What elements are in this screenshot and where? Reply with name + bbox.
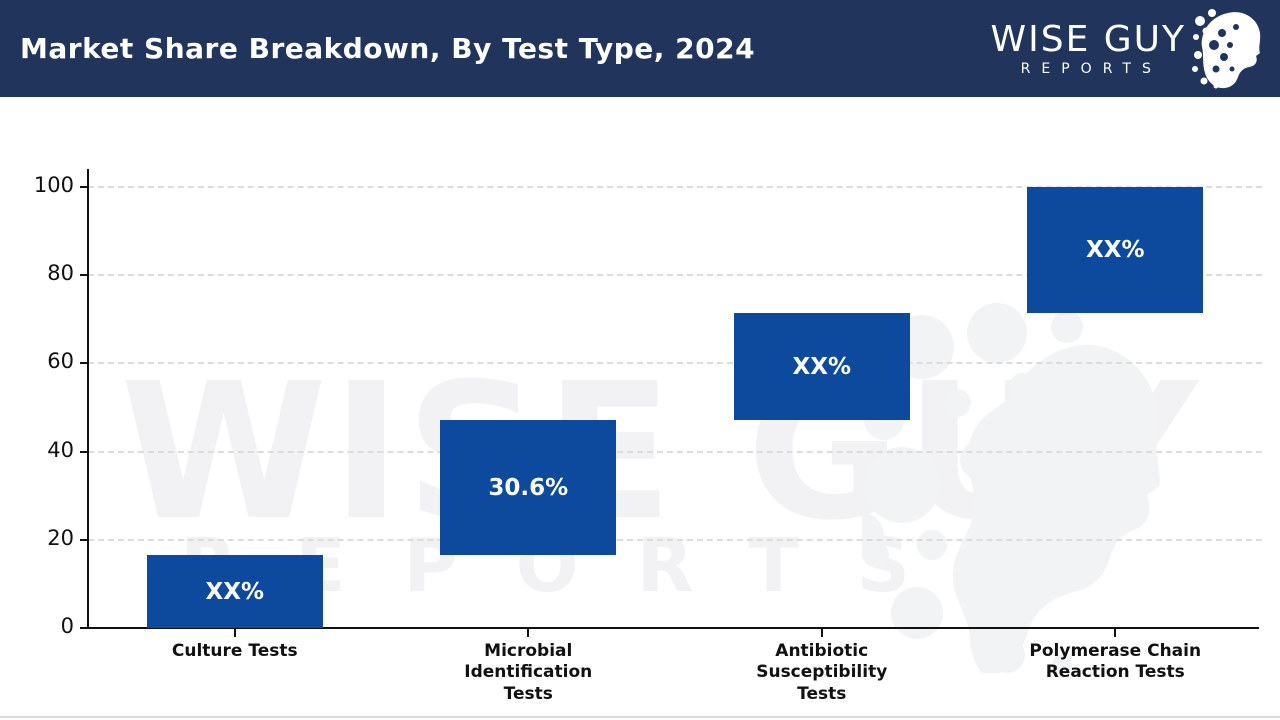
header-bar: Market Share Breakdown, By Test Type, 20… (0, 0, 1280, 97)
x-axis-line (87, 627, 1259, 629)
bar-microbial-identification-tests: 30.6% (440, 420, 617, 556)
y-tick-mark-40 (80, 450, 88, 453)
logo-head-icon (1192, 8, 1261, 88)
bar-polymerase-chain-reaction-tests: XX% (1027, 187, 1204, 314)
footer-divider (0, 716, 1280, 718)
bar-value-label-microbial-identification-tests: 30.6% (488, 474, 569, 501)
y-tick-mark-20 (80, 538, 88, 541)
x-category-label-antibiotic-susceptibility-tests: Antibiotic Susceptibility Tests (756, 641, 888, 704)
y-tick-label-20: 20 (47, 525, 74, 550)
x-category-label-microbial-identification-tests: Microbial Identification Tests (464, 641, 593, 704)
logo-subtitle: REPORTS (1020, 60, 1162, 77)
gridline-20 (88, 538, 1262, 541)
y-tick-label-0: 0 (60, 614, 74, 638)
gridline-80 (88, 274, 1262, 277)
y-tick-mark-0 (80, 627, 88, 629)
x-category-label-culture-tests: Culture Tests (171, 641, 298, 661)
logo-wordmark: WISE GUY (990, 18, 1186, 60)
y-tick-mark-80 (80, 274, 88, 277)
y-tick-mark-100 (80, 186, 88, 188)
x-tick-mark-polymerase-chain-reaction-tests (1114, 628, 1117, 637)
bar-value-label-polymerase-chain-reaction-tests: XX% (1085, 237, 1145, 264)
y-tick-label-40: 40 (47, 437, 74, 462)
y-tick-label-80: 80 (47, 261, 74, 286)
bar-value-label-antibiotic-susceptibility-tests: XX% (792, 353, 851, 380)
gridline-100 (88, 186, 1262, 188)
x-tick-mark-microbial-identification-tests (527, 628, 530, 637)
x-tick-mark-culture-tests (233, 628, 236, 637)
page-title: Market Share Breakdown, By Test Type, 20… (20, 32, 756, 65)
logo-text: WISE GUY REPORTS (990, 18, 1187, 77)
y-tick-mark-60 (80, 362, 88, 365)
x-category-label-polymerase-chain-reaction-tests: Polymerase Chain Reaction Tests (1029, 641, 1202, 683)
wise-guy-logo: WISE GUY REPORTS (991, 7, 1280, 91)
y-axis-line (87, 169, 89, 629)
bar-value-label-culture-tests: XX% (205, 578, 264, 605)
y-tick-label-60: 60 (47, 349, 74, 374)
gridline-60 (88, 362, 1262, 365)
x-tick-mark-antibiotic-susceptibility-tests (820, 628, 823, 637)
bar-antibiotic-susceptibility-tests: XX% (733, 313, 910, 421)
waterfall-chart: WISE GUY REPORTS 0 20 40 60 80 100 XX% Culture … (0, 97, 1280, 720)
y-tick-label-100: 100 (33, 173, 74, 197)
bar-culture-tests: XX% (146, 555, 323, 628)
gridline-40 (88, 450, 1262, 453)
